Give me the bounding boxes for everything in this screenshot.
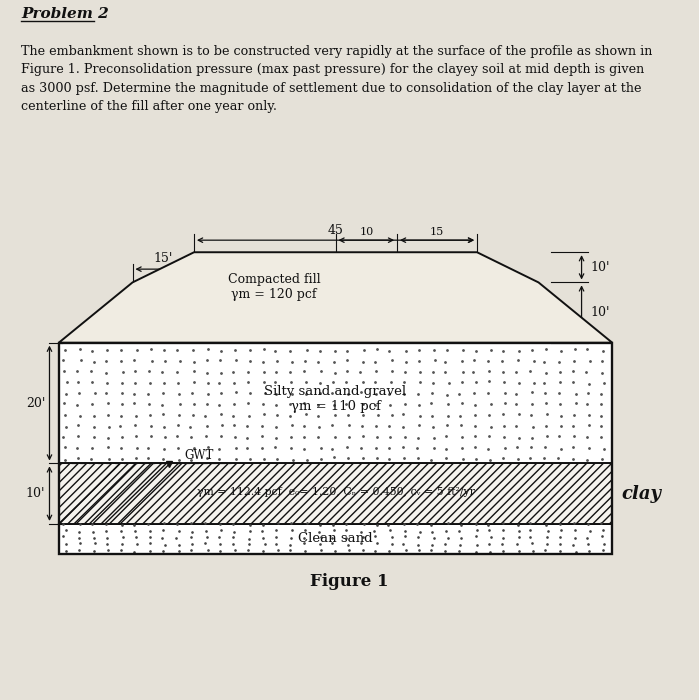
Text: GWT: GWT	[185, 449, 214, 461]
Text: Figure 1: Figure 1	[310, 573, 389, 589]
Text: 10: 10	[359, 227, 373, 237]
Text: γm = 110 pcf: γm = 110 pcf	[291, 400, 380, 412]
Polygon shape	[59, 252, 612, 343]
Text: The embankment shown is to be constructed very rapidly at the surface of the pro: The embankment shown is to be constructe…	[21, 45, 652, 113]
Bar	[59, 524, 612, 554]
Text: 45: 45	[328, 223, 343, 237]
Text: Compacted fill: Compacted fill	[228, 273, 320, 286]
Bar	[59, 343, 612, 463]
Text: 10': 10'	[26, 487, 45, 500]
Text: clay: clay	[621, 484, 661, 503]
Text: γm = 120 pcf: γm = 120 pcf	[231, 288, 317, 301]
Text: γm = 112.4 pcf  e₀= 1.20, Cₙ = 0.450, cᵥ = 5 ft²/yr: γm = 112.4 pcf e₀= 1.20, Cₙ = 0.450, cᵥ …	[196, 487, 475, 498]
Bar	[59, 343, 612, 554]
Text: 15: 15	[430, 227, 444, 237]
Polygon shape	[59, 463, 612, 524]
Text: Problem 2: Problem 2	[21, 7, 109, 21]
Text: Clean sand: Clean sand	[298, 533, 373, 545]
Text: Silty sand and gravel: Silty sand and gravel	[264, 384, 407, 398]
Text: 20': 20'	[26, 397, 45, 410]
Text: 15': 15'	[154, 252, 173, 265]
Text: 10': 10'	[591, 261, 610, 274]
Text: 10': 10'	[591, 306, 610, 319]
